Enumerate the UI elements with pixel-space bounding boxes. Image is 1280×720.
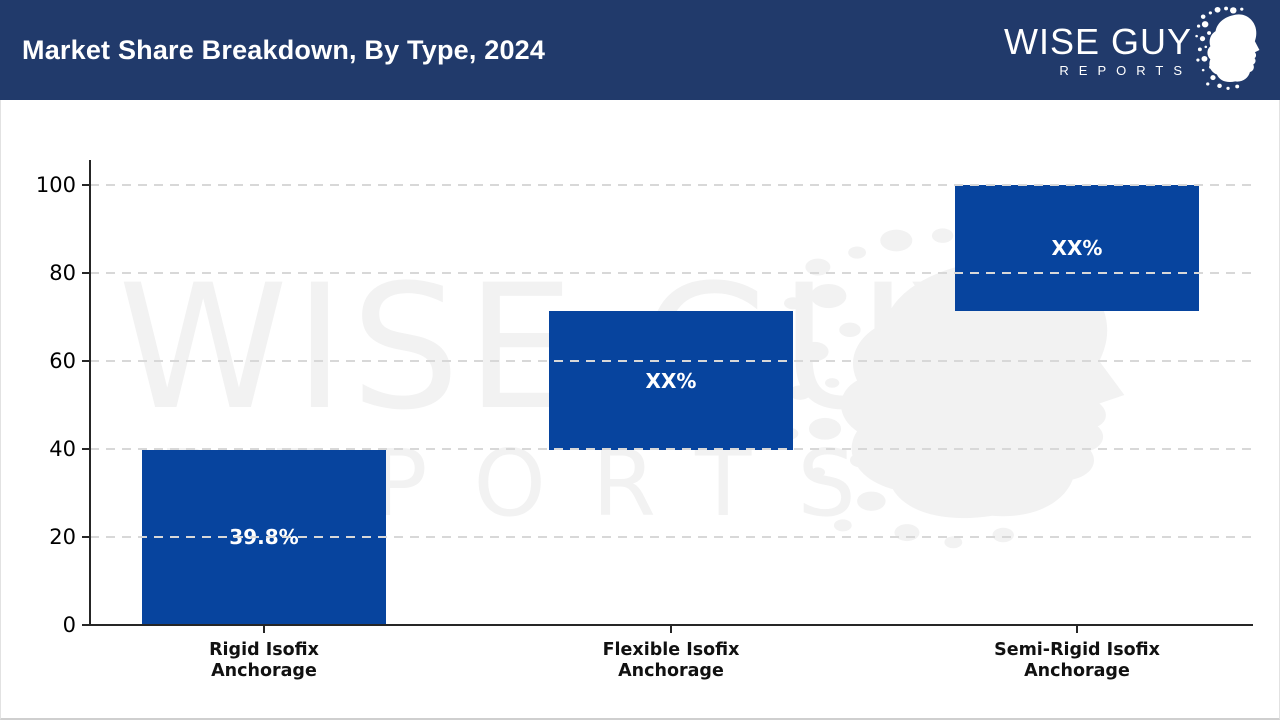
- y-tick-label: 40: [49, 437, 76, 461]
- y-tick-label: 100: [35, 173, 76, 197]
- x-category-label-line: Anchorage: [1024, 661, 1130, 681]
- y-tick-40: [82, 448, 90, 450]
- x-tick-2: [670, 625, 672, 633]
- x-category-label: Semi-Rigid Isofix Anchorage: [917, 640, 1237, 682]
- gridline-40: [90, 448, 1253, 450]
- y-tick-label: 60: [49, 349, 76, 373]
- header-banner: Market Share Breakdown, By Type, 2024 WI…: [0, 0, 1280, 100]
- gridline-100: [90, 184, 1253, 186]
- wiseguy-logo: WISE GUY REPORTS: [1004, 0, 1266, 100]
- x-category-label-line: Anchorage: [618, 661, 724, 681]
- logo-reports-text: REPORTS: [1059, 62, 1192, 78]
- y-tick-20: [82, 536, 90, 538]
- x-tick-3: [1076, 625, 1078, 633]
- y-tick-label: 20: [49, 525, 76, 549]
- wiseguy-face-icon: [1195, 6, 1260, 90]
- y-tick-0: [82, 624, 90, 626]
- y-tick-label: 0: [62, 613, 76, 637]
- x-category-label: Rigid Isofix Anchorage: [104, 640, 424, 682]
- x-category-label-line: Flexible Isofix: [602, 640, 740, 660]
- y-tick-80: [82, 272, 90, 274]
- logo-wiseguy-text: WISE GUY: [1003, 20, 1192, 62]
- x-category-label-line: Rigid Isofix: [209, 640, 319, 660]
- chart-title: Market Share Breakdown, By Type, 2024: [22, 34, 546, 65]
- gridline-80: [90, 272, 1253, 274]
- bar-value-label: XX%: [1051, 236, 1103, 261]
- x-category-label: Flexible Isofix Anchorage: [511, 640, 831, 682]
- x-tick-1: [263, 625, 265, 633]
- x-category-label-line: Anchorage: [211, 661, 317, 681]
- wiseguy-logo-text: WISE GUY REPORTS: [1003, 20, 1192, 78]
- bar-segment-2: XX%: [549, 311, 793, 450]
- y-axis: [89, 160, 91, 626]
- y-tick-100: [82, 184, 90, 186]
- y-tick-label: 80: [49, 261, 76, 285]
- gridline-20: [90, 536, 1253, 538]
- bar-value-label: XX%: [645, 368, 697, 393]
- x-category-label-line: Semi-Rigid Isofix: [994, 640, 1160, 660]
- y-tick-60: [82, 360, 90, 362]
- bar-segment-3: XX%: [955, 185, 1199, 312]
- gridline-60: [90, 360, 1253, 362]
